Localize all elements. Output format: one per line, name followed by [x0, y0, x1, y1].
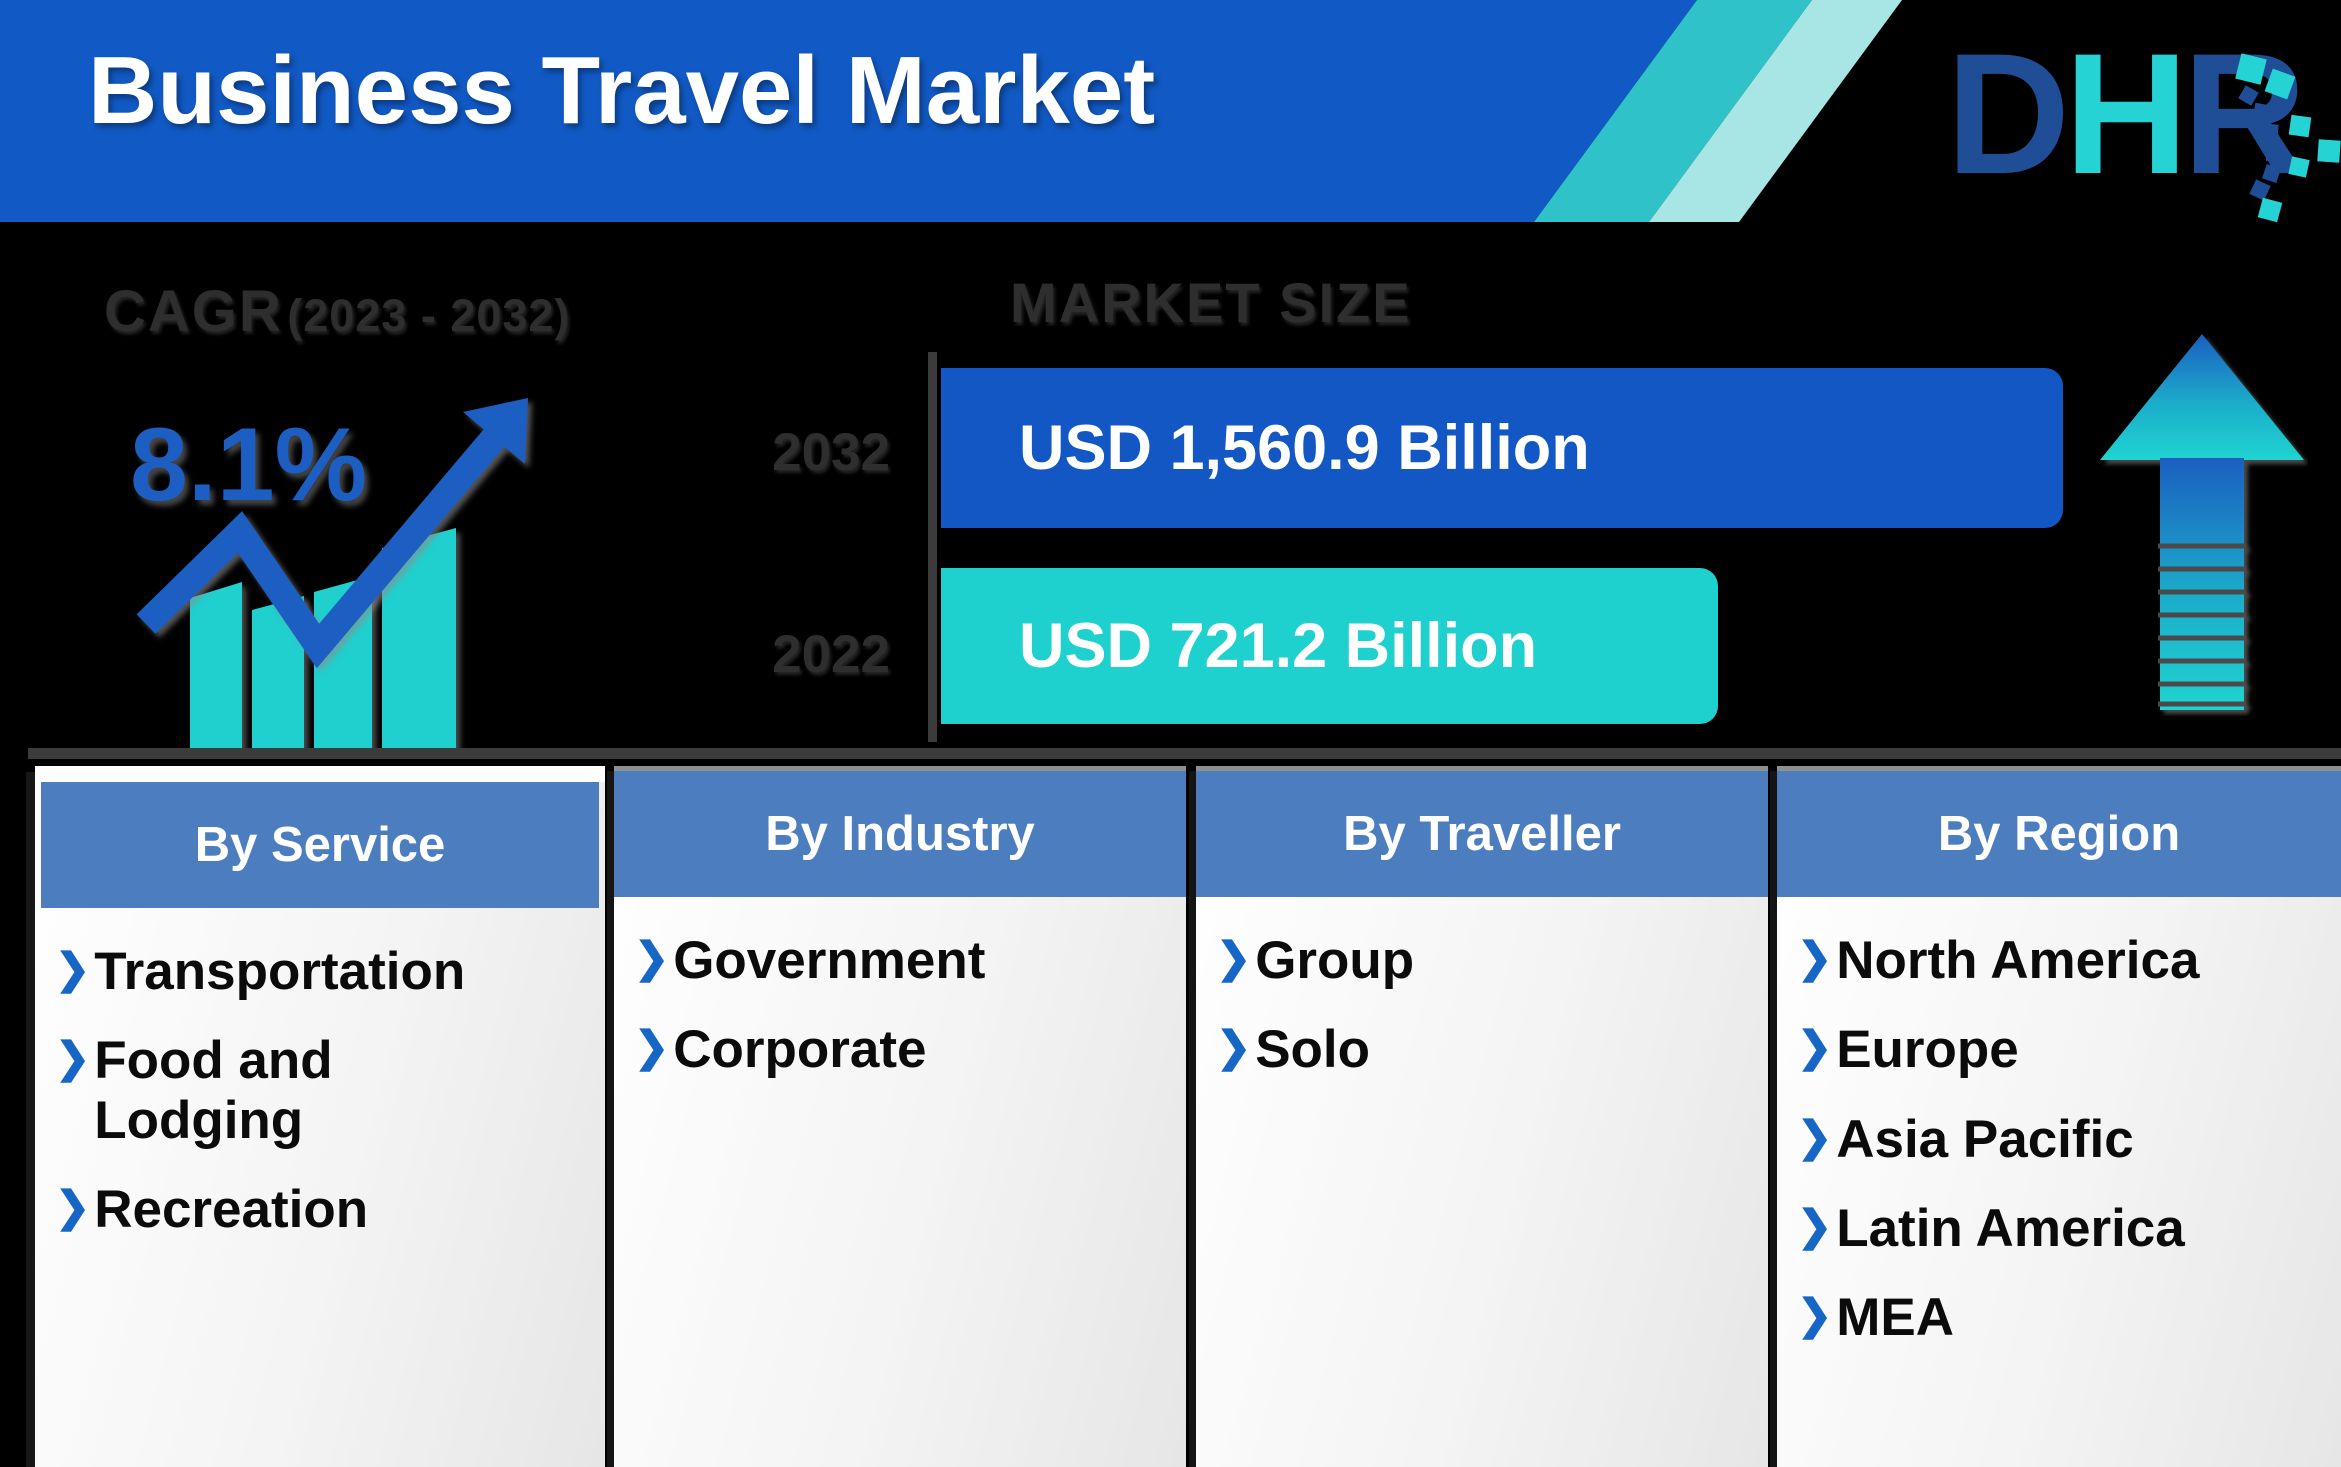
logo-pixel-dot [2288, 114, 2312, 138]
chevron-icon: ❯ [1797, 1291, 1833, 1339]
segment-title: By Industry [765, 807, 1035, 861]
list-item: ❯ MEA [1797, 1288, 2331, 1347]
item-label: MEA [1836, 1288, 1954, 1348]
chevron-icon: ❯ [634, 1023, 670, 1071]
segment-card-by-industry: By Industry ❯ Government ❯ Corporate [614, 766, 1186, 1467]
section-divider [28, 748, 2341, 759]
segment-card-by-service: By Service ❯ Transportation ❯ Food and Lod… [35, 766, 605, 1467]
page-title: Business Travel Market [88, 37, 1156, 144]
card-page-edge [35, 766, 605, 782]
chevron-icon: ❯ [1797, 1112, 1833, 1160]
item-label: Corporate [673, 1020, 927, 1080]
item-label: Recreation [94, 1180, 369, 1240]
item-label: Europe [1836, 1020, 2019, 1080]
item-label: North America [1836, 931, 2200, 990]
segment-items: ❯ Government ❯ Corporate [614, 897, 1186, 1080]
segment-header-by-region: By Region [1777, 766, 2341, 897]
list-item: ❯ Europe [1797, 1020, 2331, 1079]
chevron-icon: ❯ [1216, 1023, 1252, 1071]
market-size-value-2032: USD 1,560.9 Billion [1019, 413, 1590, 483]
segment-header-by-traveller: By Traveller [1196, 766, 1768, 897]
dhr-logo: DHR [1946, 24, 2341, 228]
segment-items: ❯ Transportation ❯ Food and Lodging ❯ Recre… [35, 908, 605, 1239]
item-label: Transportation [94, 942, 466, 1001]
segment-title: By Region [1937, 807, 2181, 861]
logo-pixel-dot [2266, 145, 2282, 161]
year-label-2022: 2022 [772, 625, 890, 684]
logo-pixel-dot [2261, 123, 2279, 141]
item-label: Latin America [1836, 1199, 2185, 1259]
logo-letter-r: R [2182, 18, 2306, 210]
chevron-icon: ❯ [55, 1183, 91, 1231]
market-size-bar-2022: USD 721.2 Billion [941, 568, 1718, 724]
list-item: ❯ Solo [1216, 1020, 1758, 1079]
list-item: ❯ Latin America [1797, 1199, 2331, 1258]
header-band [0, 0, 1902, 222]
segment-card-by-region: By Region ❯ North America ❯ Europe ❯ Asia P… [1777, 766, 2341, 1467]
item-label: Government [673, 931, 986, 990]
list-item: ❯ Asia Pacific [1797, 1110, 2331, 1169]
segment-header-by-service: By Service [41, 782, 599, 908]
item-label: Solo [1255, 1020, 1371, 1080]
market-size-value-2022: USD 721.2 Billion [1019, 611, 1538, 681]
cagr-range: (2023 - 2032) [287, 290, 571, 341]
list-item: ❯ North America [1797, 931, 2331, 990]
market-size-axis [928, 352, 937, 742]
item-label: Food and Lodging [94, 1031, 333, 1150]
segment-title: By Service [194, 818, 446, 872]
logo-letter-h: H [2064, 18, 2188, 210]
chevron-icon: ❯ [1216, 934, 1252, 981]
segment-header-by-industry: By Industry [614, 766, 1186, 897]
chevron-icon: ❯ [634, 934, 670, 981]
cagr-value: 8.1% [130, 407, 368, 523]
list-item: ❯ Recreation [55, 1180, 595, 1239]
list-item: ❯ Food and Lodging [55, 1031, 595, 1150]
growth-arrow-icon [2100, 334, 2304, 710]
logo-pixel-dot [2257, 197, 2283, 223]
item-label: Group [1255, 931, 1415, 990]
market-size-title: MARKET SIZE [1010, 271, 1412, 334]
list-item: ❯ Government [634, 931, 1176, 990]
item-label: Asia Pacific [1836, 1109, 2134, 1169]
segment-title: By Traveller [1343, 807, 1621, 861]
chevron-icon: ❯ [1797, 1023, 1833, 1071]
chevron-icon: ❯ [55, 945, 91, 992]
list-item: ❯ Group [1216, 931, 1758, 990]
logo-pixel-dot [2252, 102, 2271, 121]
list-item: ❯ Transportation [55, 942, 595, 1001]
cagr-label: CAGR [104, 279, 283, 344]
chevron-icon: ❯ [1797, 1202, 1833, 1250]
segment-items: ❯ Group ❯ Solo [1196, 897, 1768, 1080]
chevron-icon: ❯ [1797, 934, 1833, 981]
logo-pixel-dot [2288, 156, 2310, 178]
logo-letter-d: D [1946, 18, 2070, 210]
dhr-logo-letters: DHR [1946, 24, 2307, 204]
chevron-icon: ❯ [55, 1034, 91, 1082]
year-label-2032: 2032 [772, 423, 890, 482]
cagr-heading: CAGR (2023 - 2032) [104, 278, 570, 345]
logo-pixel-dot [2317, 139, 2341, 163]
market-size-bar-2032: USD 1,560.9 Billion [941, 368, 2063, 528]
list-item: ❯ Corporate [634, 1020, 1176, 1079]
segment-items: ❯ North America ❯ Europe ❯ Asia Pacific ❯ La… [1777, 897, 2341, 1348]
segment-card-by-traveller: By Traveller ❯ Group ❯ Solo [1196, 766, 1768, 1467]
growth-chart-icon [136, 398, 528, 755]
